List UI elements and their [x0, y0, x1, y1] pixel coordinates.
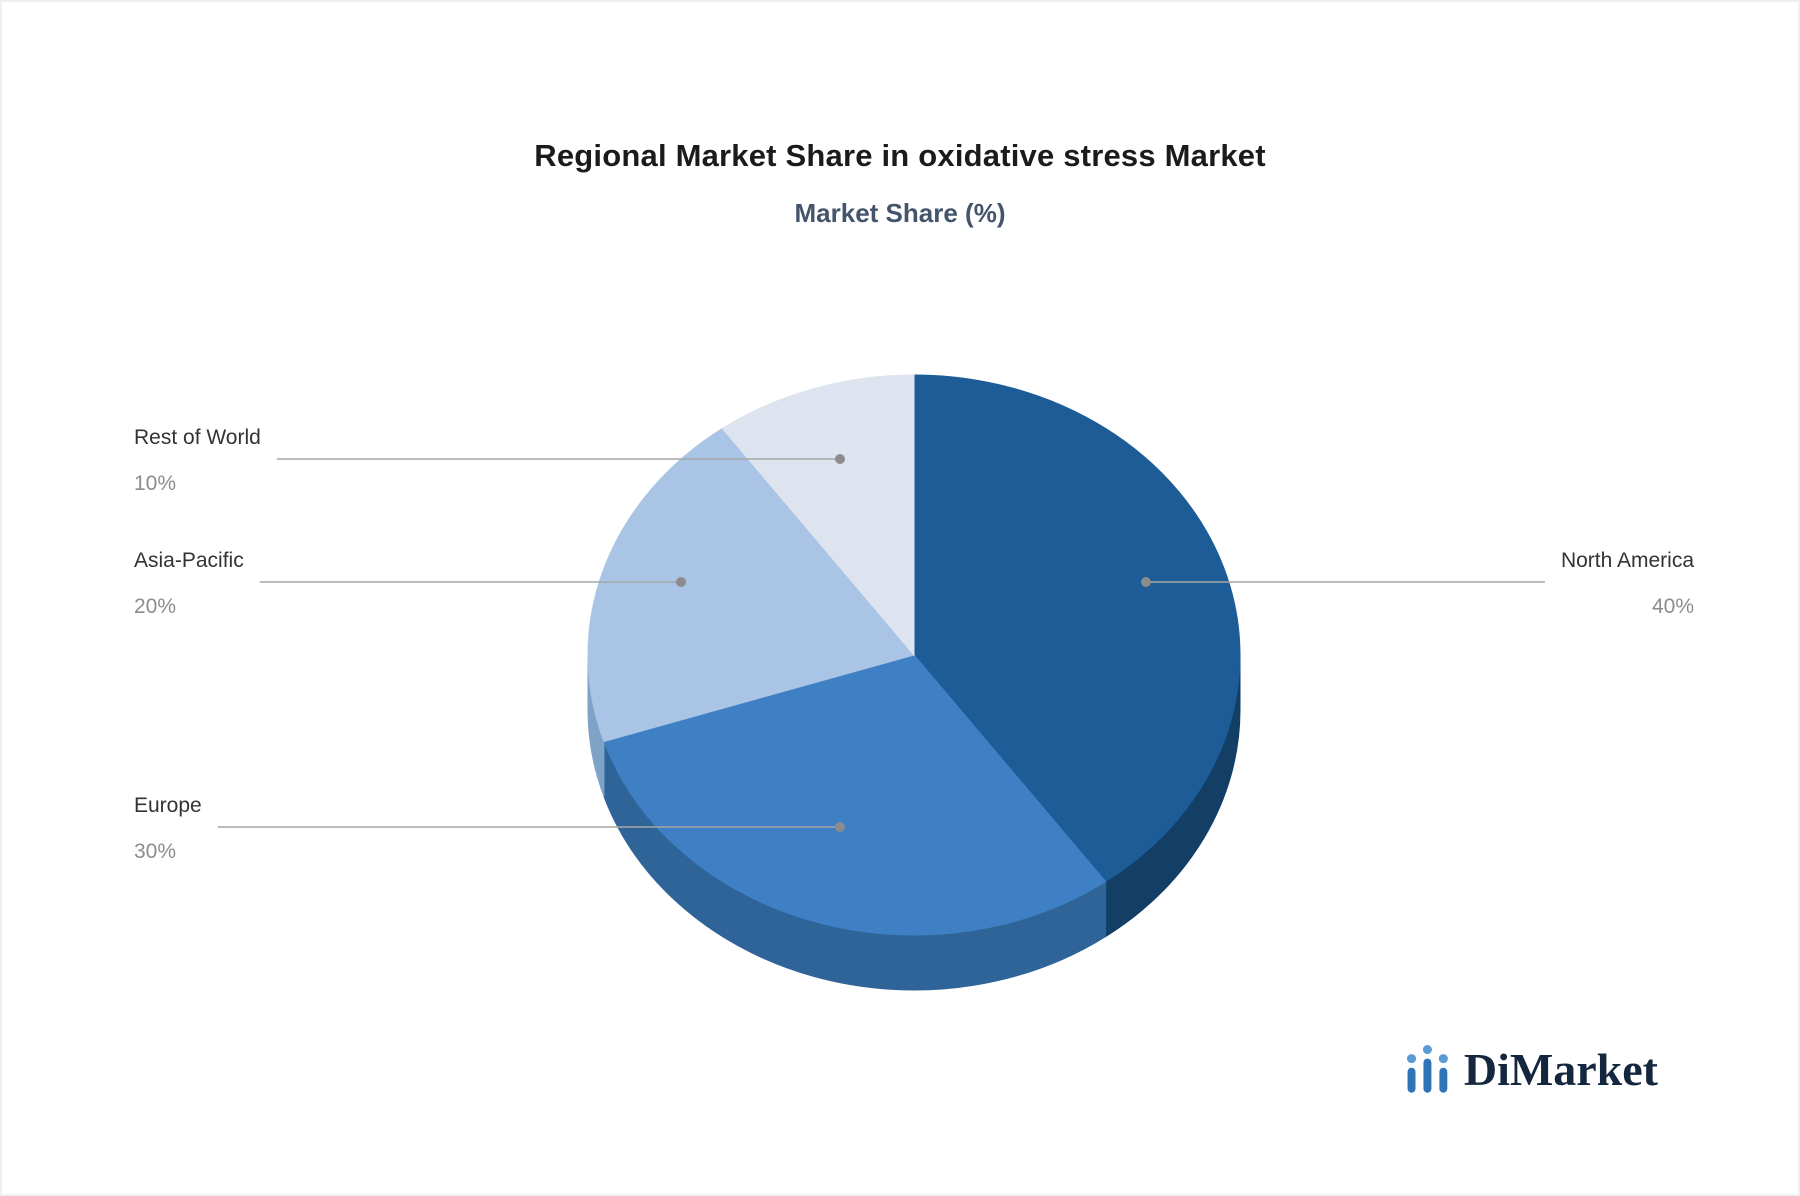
logo-dot [1422, 1045, 1432, 1055]
pie-slice-north-america [913, 374, 1241, 883]
logo-bar [1407, 1067, 1416, 1093]
dimarket-logo-icon [1406, 1045, 1448, 1093]
chart-subtitle: Market Share (%) [794, 198, 1006, 228]
leader-dot-asia-pacific [676, 577, 686, 587]
chart-title: Regional Market Share in oxidative stres… [534, 138, 1266, 173]
dimarket-logo-text: DiMarket [1463, 1044, 1658, 1095]
logo-dot [1438, 1054, 1448, 1064]
logo-bar [1439, 1067, 1448, 1093]
pie-slice-asia-pacific [587, 427, 915, 743]
pie-slice-europe [603, 654, 1107, 936]
dimarket-logo: DiMarket [1405, 1044, 1658, 1096]
leader-dot-europe [835, 822, 845, 832]
pie-slice-rest-of-world [721, 374, 915, 657]
leader-dot-rest-of-world [835, 454, 845, 464]
leader-dot-north-america [1141, 577, 1151, 587]
logo-dot [1406, 1054, 1416, 1064]
logo-bar [1423, 1058, 1432, 1093]
